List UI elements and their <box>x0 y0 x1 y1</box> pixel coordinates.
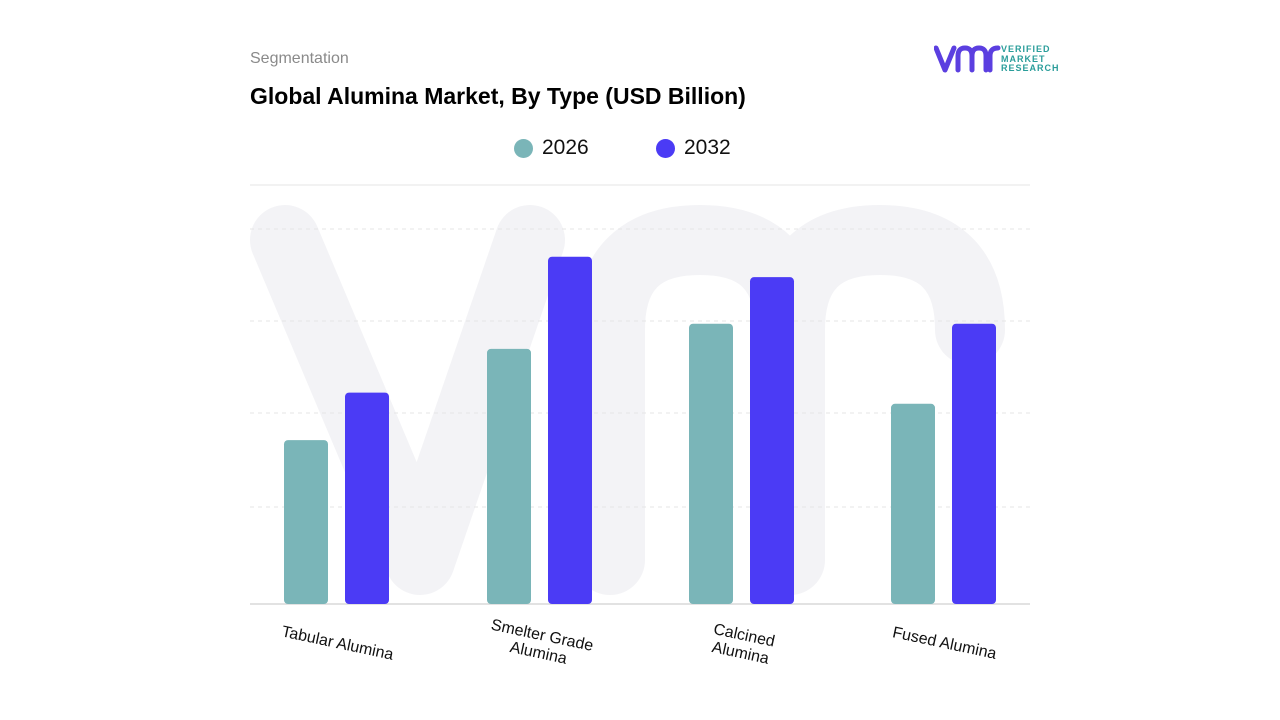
bar-2026-fused-alumina <box>891 403 935 604</box>
x-tick-label: CalcinedAlumina <box>708 621 776 668</box>
logo-line-research: RESEARCH <box>1001 63 1060 73</box>
chart-legend: 2026 2032 <box>0 136 1280 162</box>
x-tick-label-line: Tabular Alumina <box>280 623 395 663</box>
x-tick-label-line: Fused Alumina <box>891 624 998 663</box>
logo-line-verified: VERIFIED <box>1001 44 1051 54</box>
chart-title: Global Alumina Market, By Type (USD Bill… <box>250 83 746 109</box>
bar-2026-calcined-alumina <box>689 323 733 604</box>
x-tick-label: Tabular Alumina <box>280 623 395 663</box>
vmr-logo-icon <box>934 45 1001 73</box>
bar-2032-tabular-alumina <box>345 392 389 604</box>
x-tick-label: Smelter GradeAlumina <box>486 617 595 673</box>
legend-item-2032: 2032 <box>656 136 731 160</box>
segmentation-label: Segmentation <box>250 50 349 67</box>
bar-2032-fused-alumina <box>952 323 996 604</box>
bar-2032-calcined-alumina <box>750 277 794 604</box>
legend-label-2032: 2032 <box>684 136 731 159</box>
bar-2032-smelter-grade-alumina <box>548 256 592 604</box>
legend-swatch-2032 <box>656 138 675 158</box>
x-tick-label: Fused Alumina <box>891 624 998 663</box>
bar-2026-smelter-grade-alumina <box>487 348 531 604</box>
logo-line-market: MARKET <box>1001 53 1046 64</box>
legend-swatch-2026 <box>514 138 533 158</box>
legend-item-2026: 2026 <box>514 136 589 160</box>
logo-text: VERIFIED MARKET RESEARCH <box>1001 44 1060 74</box>
legend-label-2026: 2026 <box>542 136 589 159</box>
bar-2026-tabular-alumina <box>284 440 328 604</box>
